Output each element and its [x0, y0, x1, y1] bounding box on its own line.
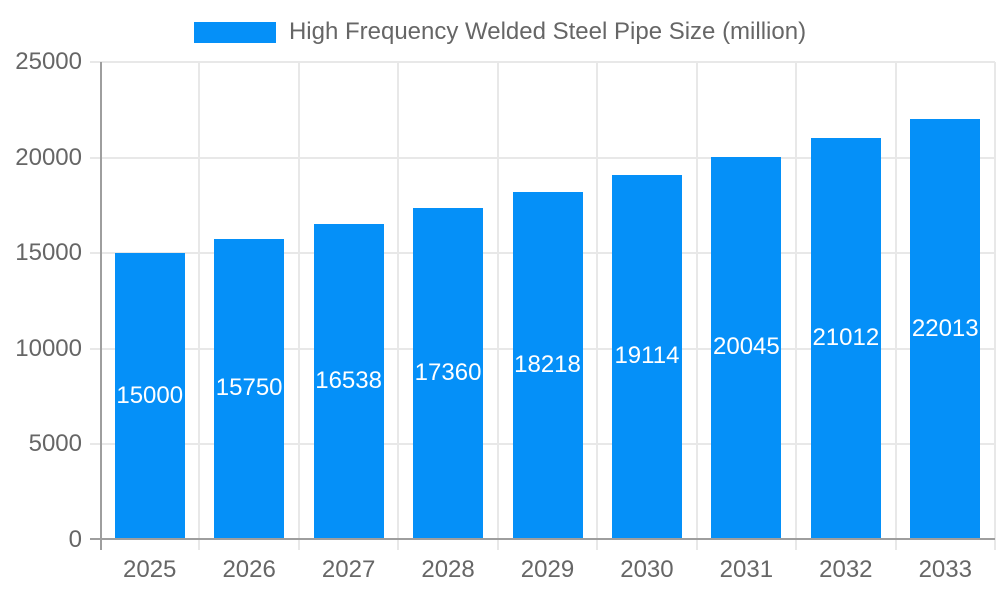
- bar-value-label: 15750: [215, 374, 283, 402]
- bar-value-label: 22013: [911, 314, 979, 342]
- v-gridline: [198, 62, 201, 550]
- v-gridline: [695, 62, 698, 550]
- y-tick-label: 25000: [15, 48, 82, 75]
- bar-value-label: 18218: [514, 350, 581, 378]
- y-tick-label: 15000: [15, 239, 82, 267]
- x-tick-label: 2030: [620, 556, 674, 583]
- bar-2025[interactable]: 15000: [114, 253, 185, 538]
- bar-2030[interactable]: 19114: [611, 174, 682, 538]
- v-gridline: [994, 62, 996, 550]
- x-tick-label: 2031: [719, 556, 774, 583]
- y-tick-label: 5000: [28, 430, 82, 458]
- x-tick-label: 2026: [222, 556, 276, 583]
- x-tick-label: 2033: [918, 556, 972, 583]
- x-axis-line: [90, 538, 995, 540]
- bar-2033[interactable]: 22013: [910, 119, 981, 538]
- bar-value-label: 19114: [614, 342, 680, 370]
- v-gridline: [297, 62, 300, 550]
- bar-2028[interactable]: 17360: [413, 208, 484, 538]
- h-gridline: [90, 156, 995, 159]
- bar-value-label: 21012: [812, 324, 880, 352]
- v-gridline: [795, 62, 798, 550]
- v-gridline: [596, 62, 599, 550]
- v-gridline: [496, 62, 499, 550]
- bar-2031[interactable]: 20045: [711, 156, 782, 538]
- y-tick-label: 20000: [15, 143, 82, 171]
- x-tick-label: 2027: [321, 556, 376, 583]
- x-tick-label: 2025: [123, 556, 177, 583]
- legend-label: High Frequency Welded Steel Pipe Size (m…: [288, 18, 807, 45]
- bar-value-label: 15000: [116, 381, 184, 409]
- y-tick-label: 0: [68, 526, 82, 553]
- x-tick-label: 2028: [421, 556, 475, 583]
- bar-2032[interactable]: 21012: [810, 138, 881, 538]
- y-tick-label: 10000: [15, 334, 82, 362]
- v-gridline: [894, 62, 897, 550]
- bar-value-label: 16538: [315, 366, 382, 394]
- y-axis-line: [100, 62, 102, 550]
- plot-area: 15000 15750 16538 17360 18218 19114 20045 21012…: [90, 61, 996, 550]
- h-gridline: [90, 61, 995, 63]
- v-gridline: [397, 62, 400, 550]
- legend-swatch: [193, 21, 276, 43]
- bar-2026[interactable]: 15750: [214, 238, 285, 538]
- bar-2029[interactable]: 18218: [512, 191, 583, 538]
- bar-value-label: 17360: [414, 359, 482, 387]
- x-tick-label: 2032: [819, 556, 873, 583]
- x-tick-label: 2029: [520, 556, 575, 583]
- legend-item[interactable]: High Frequency Welded Steel Pipe Size (m…: [0, 18, 1000, 46]
- bar-value-label: 20045: [713, 333, 780, 361]
- bar-2027[interactable]: 16538: [313, 223, 384, 538]
